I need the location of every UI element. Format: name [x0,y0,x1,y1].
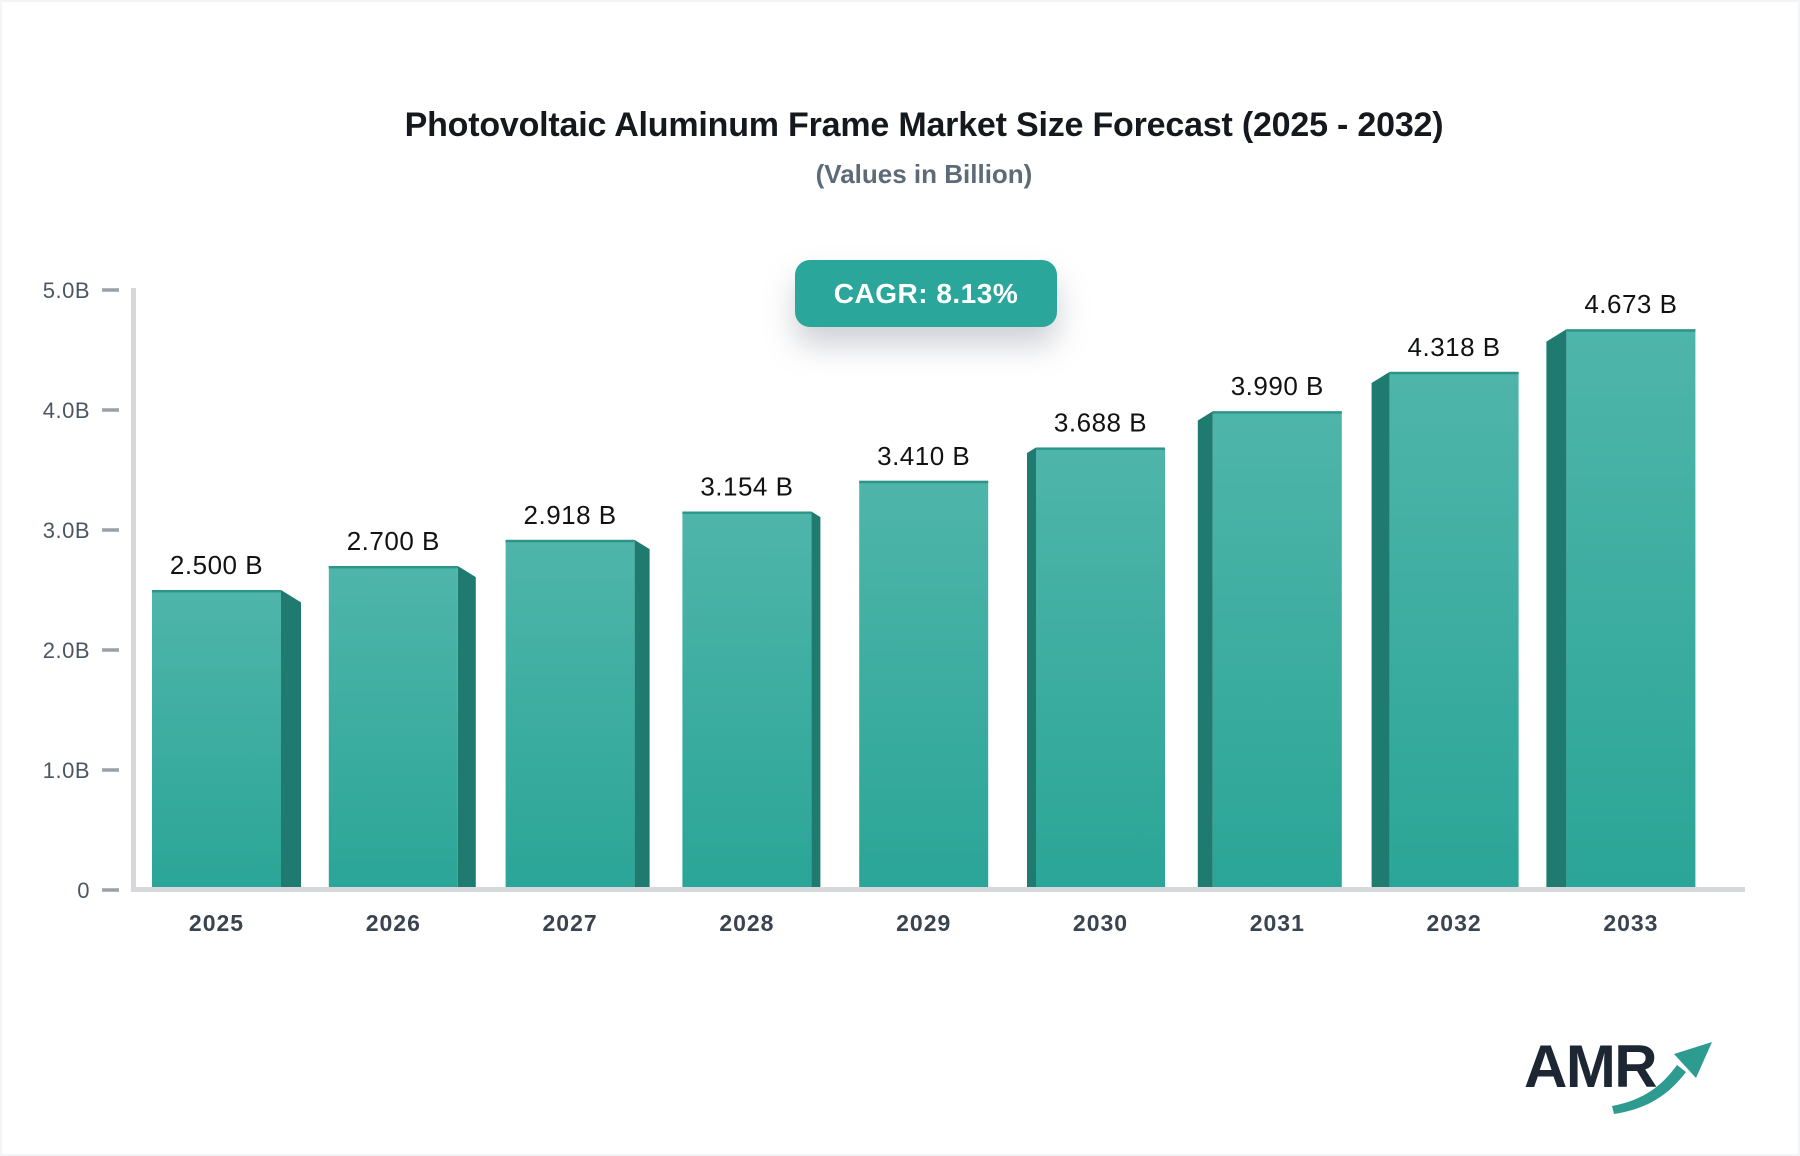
bar-side-3d [1197,411,1213,890]
cagr-badge-label: CAGR: 8.13% [833,277,1019,309]
bar-face [505,539,635,890]
bar-face [1566,329,1696,890]
cagr-badge: CAGR: 8.13% [795,260,1057,327]
bar-group-2028: 3.154 B 2028 [682,472,821,936]
x-axis-label: 2028 [719,910,774,936]
x-axis-label: 2025 [189,910,244,936]
bar-group-2030: 3.688 B 2030 [1027,407,1165,936]
bar-side-3d [634,539,650,890]
bar-face [682,511,812,890]
bar-value-label: 3.410 B [877,441,970,471]
x-axis-label: 2032 [1427,910,1482,936]
y-axis-tick-label: 5.0B [43,278,90,303]
amr-logo: AMR [1524,1032,1734,1132]
bar-group-2026: 2.700 B 2026 [328,526,476,936]
bar-face [1036,447,1165,890]
x-axis-label: 2033 [1603,910,1658,936]
bar-side-3d [281,590,301,890]
bar-group-2031: 3.990 B 2031 [1197,371,1342,936]
bar-value-label: 3.154 B [700,472,793,502]
chart-title: Photovoltaic Aluminum Frame Market Size … [404,106,1444,144]
bar-group-2032: 4.318 B 2032 [1371,332,1519,936]
bar-value-label: 2.700 B [347,526,440,556]
chart-subtitle: (Values in Billion) [815,159,1033,189]
bar-face [1389,371,1519,891]
bar-side-3d [1371,371,1390,891]
bar-face [1212,411,1342,890]
bar-value-label: 3.688 B [1054,407,1147,437]
bar-group-2033: 4.673 B 2033 [1546,289,1696,936]
bar-side-3d [457,566,476,890]
bar-value-label: 4.318 B [1408,332,1501,362]
bar-group-2029: 3.410 B 2029 [859,441,989,936]
bar-face [152,590,281,890]
bar-side-3d [1546,329,1567,890]
x-axis-label: 2026 [366,910,421,936]
bar-value-label: 3.990 B [1231,371,1324,401]
bar-value-label: 2.918 B [524,500,617,530]
x-axis-label: 2027 [543,910,598,936]
bar-group-2025: 2.500 B 2025 [152,550,301,936]
y-axis-tick-label: 0 [77,878,90,903]
growth-arrow-icon [1612,1042,1712,1114]
x-axis-label: 2031 [1250,910,1305,936]
chart-header: Photovoltaic Aluminum Frame Market Size … [50,106,1798,190]
y-axis-tick-label: 3.0B [43,518,90,543]
bar-value-label: 4.673 B [1584,289,1677,319]
x-axis-label: 2029 [896,910,951,936]
y-axis-tick-label: 2.0B [43,638,90,663]
bar-group-2027: 2.918 B 2027 [505,500,650,936]
bar-side-3d [811,511,821,890]
x-axis-label: 2030 [1073,910,1128,936]
y-axis-tick-label: 1.0B [43,758,90,783]
bar-face [328,566,458,890]
y-axis-tick-label: 4.0B [43,398,90,423]
bar-side-3d [1027,447,1036,890]
amr-logo-text: AMR [1524,1033,1658,1100]
bar-face [859,480,989,890]
bar-value-label: 2.500 B [170,550,263,580]
